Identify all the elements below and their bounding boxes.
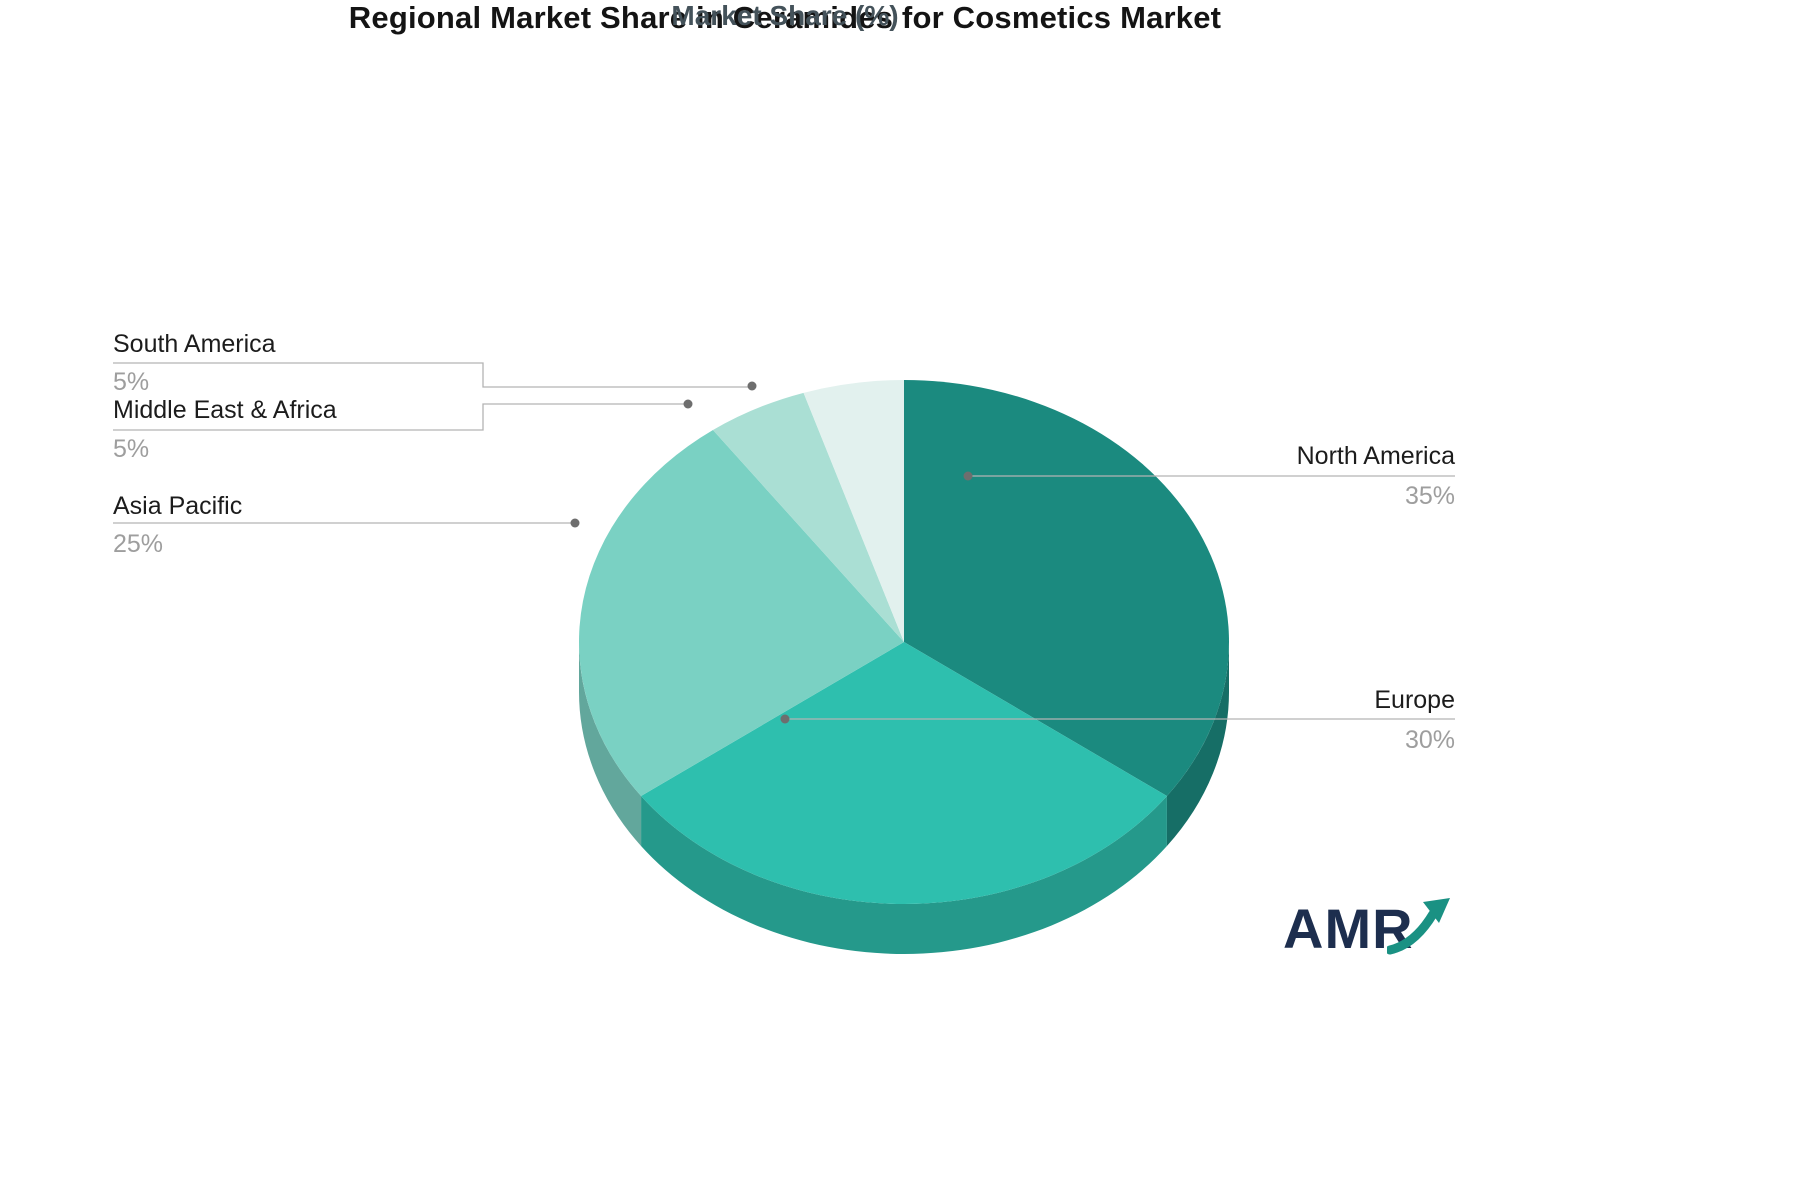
leader-dot-asia-pacific	[570, 518, 580, 528]
pie-slice-3[interactable]	[712, 392, 904, 642]
callout-label-north-america: North America	[1296, 442, 1455, 470]
callout-value-middle-east-africa: 5%	[113, 435, 150, 463]
pie-slice-side-0	[1166, 642, 1229, 846]
amr-logo-arrow-icon	[1387, 898, 1450, 955]
leader-dots	[570, 381, 973, 724]
pie-slice-side-2	[579, 642, 642, 846]
chart-subtitle: Market Share (%)	[671, 0, 899, 31]
callout-value-europe: 30%	[1404, 726, 1455, 754]
pie-slice-side-1	[641, 795, 1167, 955]
pie-slice-4[interactable]	[803, 380, 904, 642]
leader-dot-europe	[780, 714, 790, 724]
pie-slices	[579, 380, 1229, 955]
pie-slice-2[interactable]	[579, 430, 904, 796]
callout-value-asia-pacific: 25%	[113, 530, 164, 558]
amr-logo: AMR	[1283, 896, 1503, 976]
callout-value-north-america: 35%	[1404, 482, 1455, 510]
leader-dot-north-america	[963, 471, 973, 481]
leader-dot-south-america	[747, 381, 757, 391]
chart-title: Regional Market Share in Ceramides for C…	[348, 0, 1222, 35]
pie-slice-0[interactable]	[904, 380, 1229, 796]
callout-label-south-america: South America	[113, 330, 276, 358]
leader-lines	[113, 362, 1455, 720]
leader-dot-middle-east-africa	[683, 399, 693, 409]
callout-label-europe: Europe	[1374, 686, 1455, 714]
leader-line-south-america	[113, 362, 748, 388]
callout-label-middle-east-africa: Middle East & Africa	[113, 396, 337, 424]
callout-label-asia-pacific: Asia Pacific	[113, 492, 243, 520]
leader-line-middle-east-africa	[113, 403, 684, 431]
pie-slice-1[interactable]	[641, 642, 1167, 905]
callout-value-south-america: 5%	[113, 368, 150, 396]
